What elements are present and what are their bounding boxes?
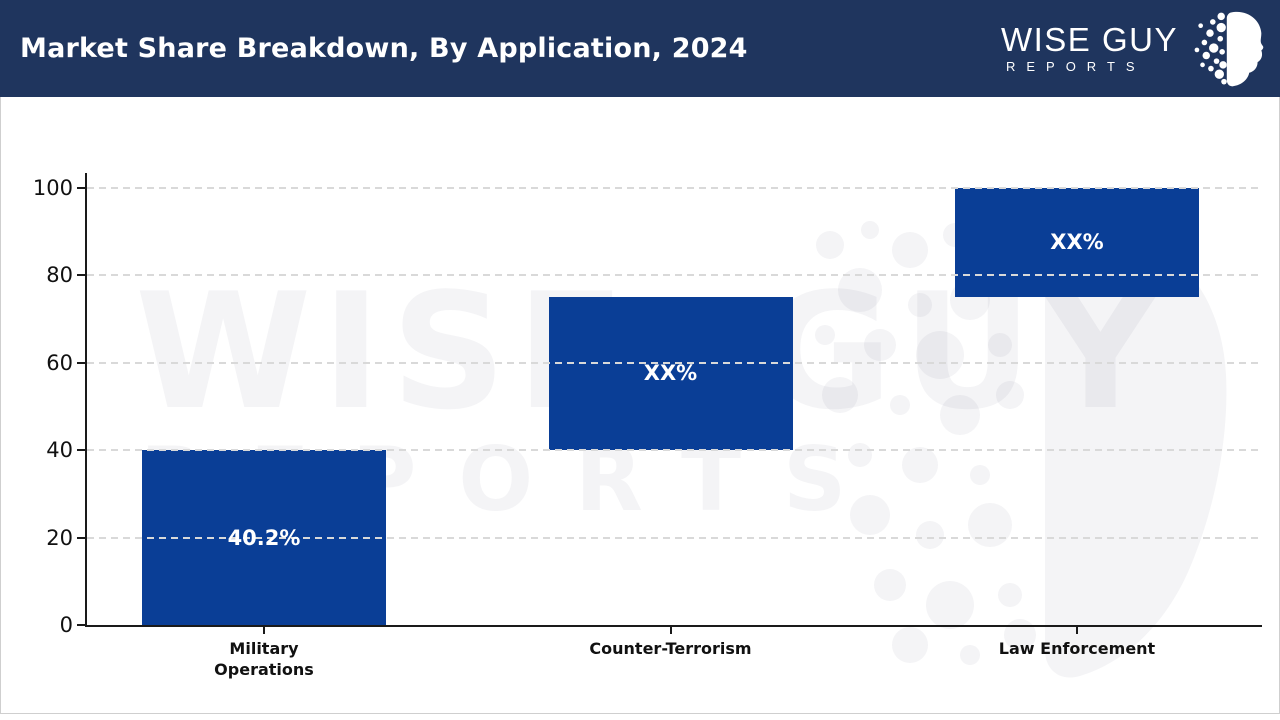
y-tick-label: 60 [46,350,73,375]
gridline-80 [87,274,1262,276]
bar-value-label: XX% [1050,230,1104,255]
gridline-100 [87,186,1262,189]
logo-wordmark: WISE GUY [1000,21,1178,58]
gridline-20 [87,536,1262,539]
y-tick-mark [77,274,87,276]
bar-2 [548,296,793,450]
y-tick-mark [77,536,87,539]
gridline-40 [87,449,1262,451]
y-tick-label: 80 [46,263,73,287]
x-category-label: Counter-Terrorism [589,639,752,658]
x-tick-mark [1076,625,1078,634]
y-tick-label: 0 [59,613,73,637]
x-axis-line [85,625,1262,627]
header: Market Share Breakdown, By Application, … [0,0,1280,97]
y-tick-label: 100 [32,175,73,200]
y-tick-mark [77,186,87,189]
page-title: Market Share Breakdown, By Application, … [20,33,748,64]
logo-text: WISE GUY REPORTS [1000,21,1178,75]
y-tick-label: 40 [46,438,73,462]
y-tick-label: 20 [46,525,73,550]
x-category-label: Military Operations [214,639,314,679]
x-tick-mark [263,625,265,634]
bar-value-label: XX% [643,361,698,386]
wise-guy-logo: WISE GUY REPORTS [1001,7,1266,91]
x-tick-mark [669,625,672,634]
y-axis-line [85,173,87,625]
bar-value-label: 40.2% [227,525,301,550]
logo-subtitle: REPORTS [1005,59,1146,74]
logo-head-icon [1194,11,1264,86]
x-category-label: Law Enforcement [998,639,1156,658]
y-tick-mark [77,449,87,451]
bar-3 [955,187,1199,297]
y-tick-mark [77,624,87,626]
gridline-60 [87,361,1262,364]
y-tick-mark [77,361,87,364]
